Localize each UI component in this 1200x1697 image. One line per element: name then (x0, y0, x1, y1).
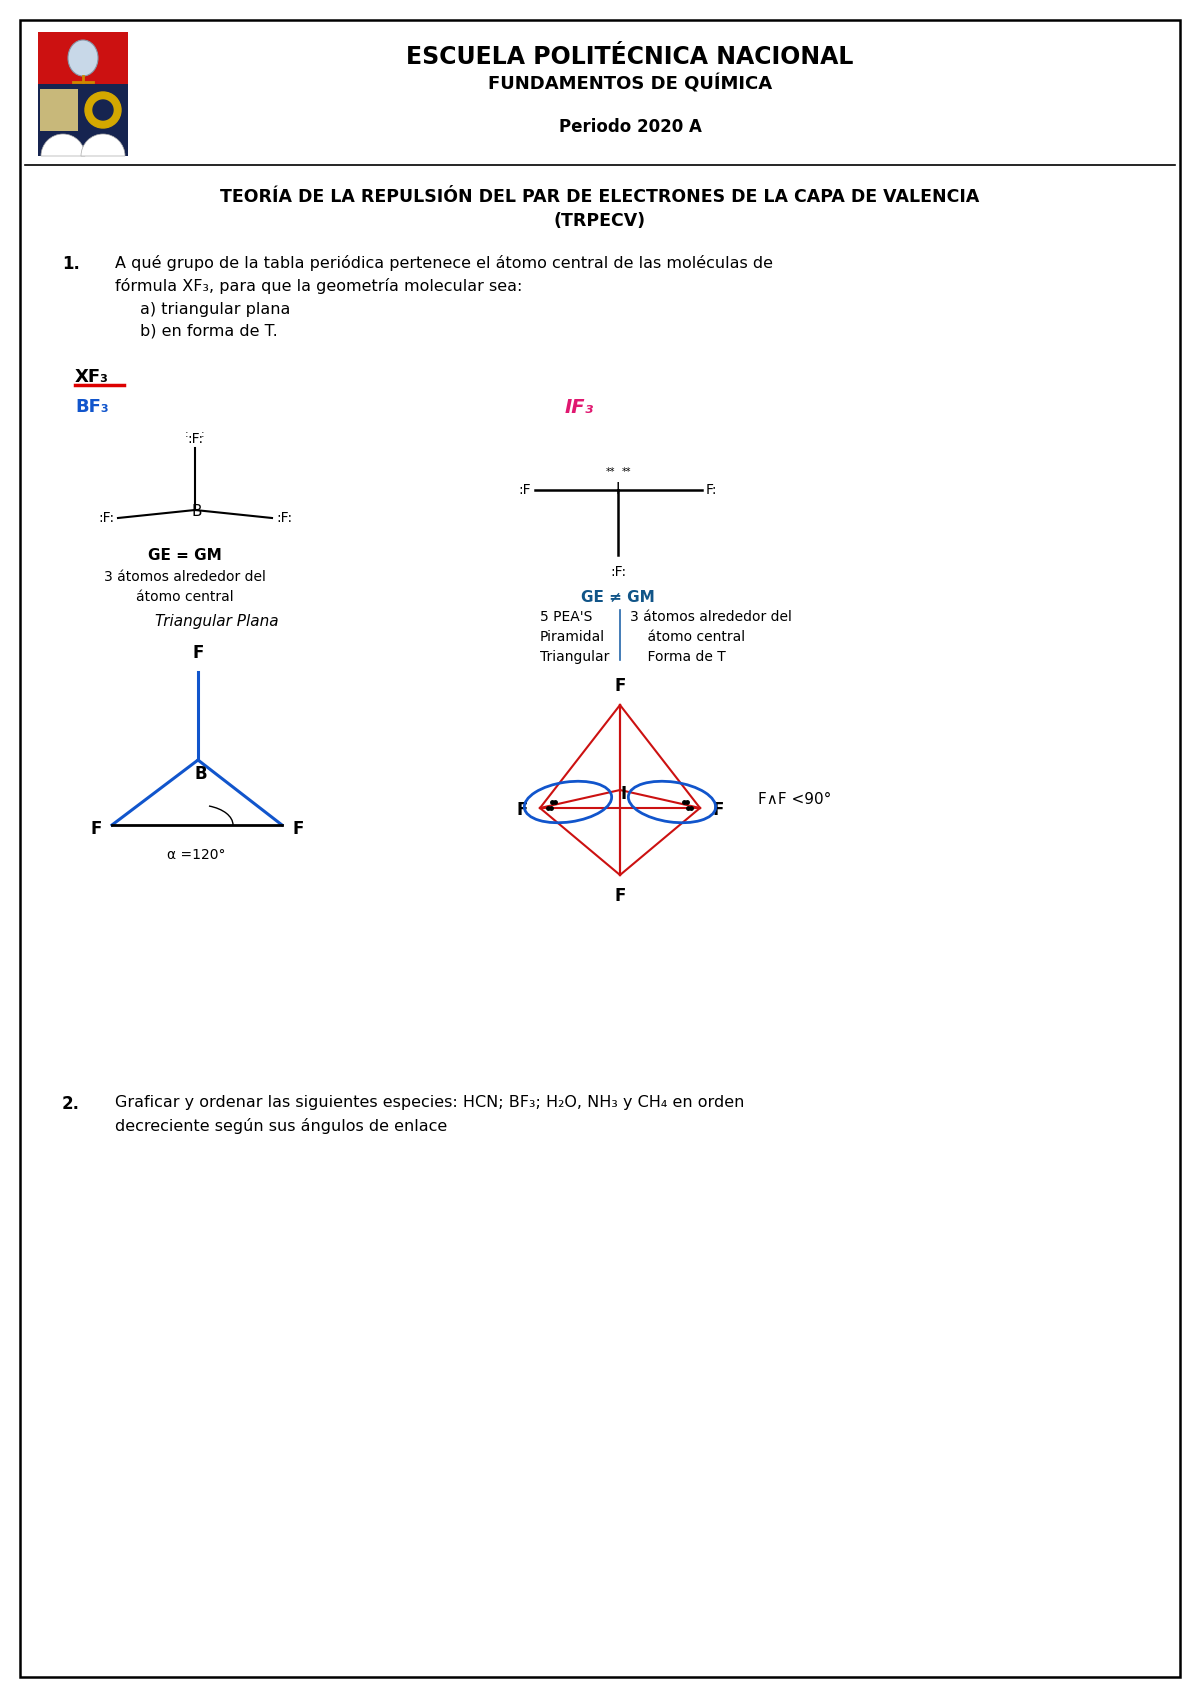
Text: GE = GM: GE = GM (148, 548, 222, 563)
Text: Triangular: Triangular (540, 650, 610, 664)
Text: F: F (614, 677, 625, 696)
Text: ESCUELA POLITÉCNICA NACIONAL: ESCUELA POLITÉCNICA NACIONAL (407, 46, 853, 70)
Text: I: I (616, 482, 620, 497)
FancyBboxPatch shape (40, 88, 78, 131)
Text: Piramidal: Piramidal (540, 630, 605, 643)
Text: 3 átomos alrededor del: 3 átomos alrededor del (630, 609, 792, 624)
Text: 5 PEA'S: 5 PEA'S (540, 609, 593, 624)
Text: B: B (194, 765, 208, 782)
Text: I: I (620, 786, 628, 803)
FancyBboxPatch shape (20, 20, 1180, 1677)
Text: F: F (192, 643, 204, 662)
Wedge shape (41, 134, 85, 156)
Text: :F:: :F: (610, 565, 626, 579)
Text: b) en forma de T.: b) en forma de T. (140, 324, 277, 339)
Text: Forma de T: Forma de T (630, 650, 726, 664)
Text: BF₃: BF₃ (74, 399, 109, 416)
Text: Periodo 2020 A: Periodo 2020 A (558, 119, 702, 136)
Text: B: B (192, 504, 203, 519)
Text: 1.: 1. (62, 255, 80, 273)
Text: 3 átomos alrededor del: 3 átomos alrededor del (104, 570, 266, 584)
Text: decreciente según sus ángulos de enlace: decreciente según sus ángulos de enlace (115, 1118, 448, 1134)
Text: :F:: :F: (187, 433, 203, 446)
Text: átomo central: átomo central (136, 591, 234, 604)
Text: a) triangular plana: a) triangular plana (140, 302, 290, 317)
Text: F: F (712, 801, 724, 820)
Text: F∧F <90°: F∧F <90° (758, 792, 832, 808)
Text: F: F (91, 820, 102, 838)
Wedge shape (82, 134, 125, 156)
Text: A qué grupo de la tabla periódica pertenece el átomo central de las moléculas de: A qué grupo de la tabla periódica perten… (115, 255, 773, 272)
Text: **: ** (605, 467, 614, 477)
Text: :: : (185, 429, 188, 440)
Text: :F:: :F: (98, 511, 114, 524)
Text: fórmula XF₃, para que la geometría molecular sea:: fórmula XF₃, para que la geometría molec… (115, 278, 522, 294)
Text: XF₃: XF₃ (74, 368, 109, 385)
Text: átomo central: átomo central (630, 630, 745, 643)
Text: TEORÍA DE LA REPULSIÓN DEL PAR DE ELECTRONES DE LA CAPA DE VALENCIA: TEORÍA DE LA REPULSIÓN DEL PAR DE ELECTR… (221, 188, 979, 205)
Text: FUNDAMENTOS DE QUÍMICA: FUNDAMENTOS DE QUÍMICA (488, 75, 772, 93)
Text: :: : (202, 429, 205, 440)
Text: F:: F: (706, 484, 718, 497)
Text: F: F (517, 801, 528, 820)
Ellipse shape (68, 41, 98, 76)
FancyBboxPatch shape (38, 83, 128, 156)
FancyBboxPatch shape (38, 32, 128, 83)
Text: GE ≠ GM: GE ≠ GM (581, 591, 655, 606)
Text: (TRPECV): (TRPECV) (554, 212, 646, 231)
Text: α =120°: α =120° (167, 848, 226, 862)
Text: F: F (292, 820, 304, 838)
Text: :F:: :F: (276, 511, 292, 524)
Text: :F: :F (518, 484, 530, 497)
Text: 2.: 2. (62, 1095, 80, 1113)
Circle shape (94, 100, 113, 120)
Text: Triangular Plana: Triangular Plana (155, 614, 278, 630)
Text: IF₃: IF₃ (565, 399, 594, 417)
Text: F: F (614, 888, 625, 905)
Text: Graficar y ordenar las siguientes especies: HCN; BF₃; H₂O, NH₃ y CH₄ en orden: Graficar y ordenar las siguientes especi… (115, 1095, 744, 1110)
Circle shape (85, 92, 121, 127)
Text: **: ** (622, 467, 631, 477)
